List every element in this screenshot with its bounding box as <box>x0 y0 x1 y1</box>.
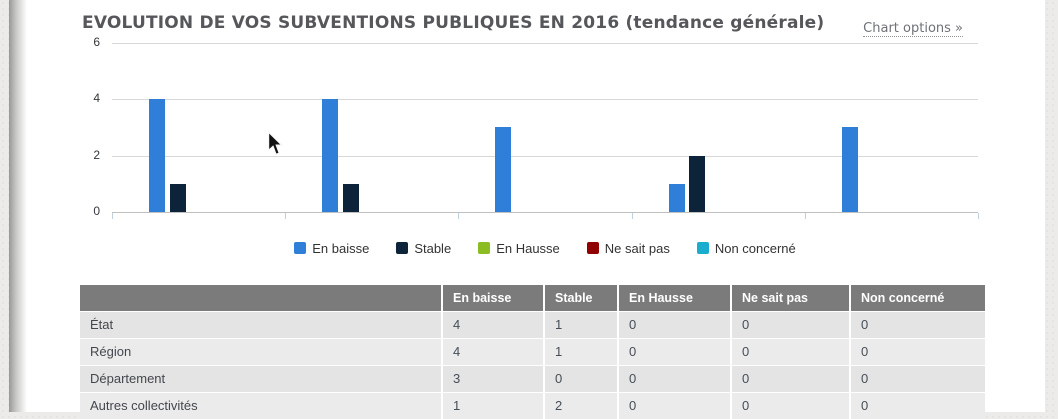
chart-legend: En baisse Stable En Hausse Ne sait pas Non c… <box>112 240 978 256</box>
table-header-cell: Ne sait pas <box>732 285 849 311</box>
value-cell: 0 <box>851 339 985 365</box>
value-cell: 0 <box>732 339 849 365</box>
value-cell: 0 <box>851 312 985 338</box>
value-cell: 0 <box>732 393 849 419</box>
bar-stable-re-gion[interactable] <box>343 184 359 212</box>
grid-line <box>112 43 978 44</box>
row-label-cell: État <box>80 312 441 338</box>
table-header-cell: Stable <box>545 285 617 311</box>
row-label-cell: Autres collectivités <box>80 393 441 419</box>
value-cell: 1 <box>545 312 617 338</box>
value-cell: 2 <box>545 393 617 419</box>
value-cell: 3 <box>443 366 543 392</box>
legend-label: Ne sait pas <box>604 240 670 256</box>
value-cell: 4 <box>443 339 543 365</box>
legend-item-en-baisse[interactable]: En baisse <box>294 241 369 256</box>
panel-left-shadow <box>9 0 27 412</box>
x-axis-tick <box>458 213 459 219</box>
value-cell: 0 <box>732 366 849 392</box>
grid-line <box>112 99 978 100</box>
legend-swatch <box>696 242 709 254</box>
value-cell: 0 <box>851 393 985 419</box>
bar-en-baisse-cat4[interactable] <box>842 127 858 212</box>
bar-stable-e-tat[interactable] <box>170 184 186 212</box>
table-header-cell: En Hausse <box>619 285 730 311</box>
x-axis-tick <box>632 213 633 219</box>
table-header-cell <box>80 285 441 311</box>
results-table: En baisse Stable En Hausse Ne sait pas Non c… <box>80 285 985 419</box>
legend-swatch <box>396 242 409 254</box>
bar-en-baisse-e-tat[interactable] <box>149 99 165 212</box>
x-axis-line <box>112 212 978 213</box>
value-cell: 0 <box>619 312 730 338</box>
value-cell: 4 <box>443 312 543 338</box>
chart-options-link[interactable]: Chart options » <box>863 21 963 37</box>
legend-item-en-hausse[interactable]: En Hausse <box>478 241 560 256</box>
legend-swatch <box>586 242 599 254</box>
page-title: EVOLUTION DE VOS SUBVENTIONS PUBLIQUES E… <box>82 13 825 34</box>
bar-en-baisse-de-partement[interactable] <box>495 127 511 212</box>
legend-label: En Hausse <box>496 240 560 256</box>
legend-label: Non concerné <box>714 240 796 256</box>
y-axis-label: 6 <box>93 35 100 49</box>
row-label-cell: Département <box>80 366 441 392</box>
x-axis-tick <box>805 213 806 219</box>
value-cell: 1 <box>545 339 617 365</box>
x-axis-tick <box>978 213 979 219</box>
bar-stable-autres-collectivite-s[interactable] <box>689 156 705 212</box>
value-cell: 0 <box>851 366 985 392</box>
x-axis-tick <box>112 213 113 219</box>
mouse-cursor-icon <box>267 130 285 162</box>
legend-item-ne-sait-pas[interactable]: Ne sait pas <box>586 240 670 256</box>
legend-item-stable[interactable]: Stable <box>396 241 451 256</box>
bar-en-baisse-autres-collectivite-s[interactable] <box>669 184 685 212</box>
legend-swatch <box>478 242 491 254</box>
value-cell: 0 <box>619 366 730 392</box>
legend-item-non-concerne[interactable]: Non concerné <box>696 240 796 256</box>
value-cell: 1 <box>443 393 543 419</box>
bar-en-baisse-re-gion[interactable] <box>322 99 338 212</box>
grid-line <box>112 156 978 157</box>
y-axis-label: 2 <box>93 148 100 162</box>
row-label-cell: Région <box>80 339 441 365</box>
value-cell: 0 <box>619 393 730 419</box>
value-cell: 0 <box>619 339 730 365</box>
legend-label: En baisse <box>312 240 370 256</box>
table-header-cell: Non concerné <box>851 285 985 311</box>
y-axis-label: 4 <box>93 91 100 105</box>
x-axis-tick <box>285 213 286 219</box>
legend-label: Stable <box>414 240 452 256</box>
table-header-cell: En baisse <box>443 285 543 311</box>
y-axis-label: 0 <box>93 204 100 218</box>
legend-swatch <box>294 242 307 254</box>
value-cell: 0 <box>732 312 849 338</box>
value-cell: 0 <box>545 366 617 392</box>
